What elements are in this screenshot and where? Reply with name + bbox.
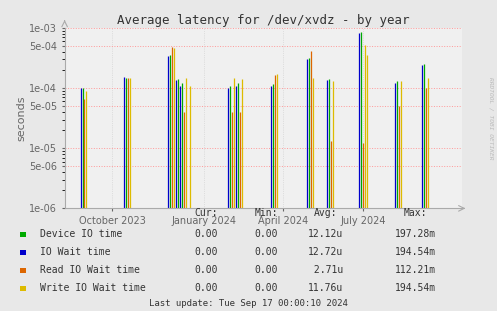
Text: RRDTOOL / TOBI OETIKER: RRDTOOL / TOBI OETIKER [489, 77, 494, 160]
Text: 112.21m: 112.21m [395, 265, 435, 275]
Text: 2.71u: 2.71u [308, 265, 343, 275]
Text: Write IO Wait time: Write IO Wait time [40, 283, 146, 293]
Text: Device IO time: Device IO time [40, 229, 122, 239]
Y-axis label: seconds: seconds [16, 95, 26, 141]
Text: Cur:: Cur: [194, 208, 218, 218]
Text: Avg:: Avg: [314, 208, 337, 218]
Text: 12.12u: 12.12u [308, 229, 343, 239]
Text: 0.00: 0.00 [194, 247, 218, 257]
Text: IO Wait time: IO Wait time [40, 247, 110, 257]
Title: Average latency for /dev/xvdz - by year: Average latency for /dev/xvdz - by year [117, 14, 410, 27]
Text: Min:: Min: [254, 208, 278, 218]
Text: 194.54m: 194.54m [395, 247, 435, 257]
Text: 0.00: 0.00 [254, 229, 278, 239]
Text: 0.00: 0.00 [254, 265, 278, 275]
Text: 0.00: 0.00 [194, 265, 218, 275]
Text: Last update: Tue Sep 17 00:00:10 2024: Last update: Tue Sep 17 00:00:10 2024 [149, 299, 348, 308]
Text: 0.00: 0.00 [254, 247, 278, 257]
Text: 194.54m: 194.54m [395, 283, 435, 293]
Text: 0.00: 0.00 [254, 283, 278, 293]
Text: Read IO Wait time: Read IO Wait time [40, 265, 140, 275]
Text: 11.76u: 11.76u [308, 283, 343, 293]
Text: 12.72u: 12.72u [308, 247, 343, 257]
Text: 0.00: 0.00 [194, 229, 218, 239]
Text: Max:: Max: [403, 208, 427, 218]
Text: 197.28m: 197.28m [395, 229, 435, 239]
Text: 0.00: 0.00 [194, 283, 218, 293]
